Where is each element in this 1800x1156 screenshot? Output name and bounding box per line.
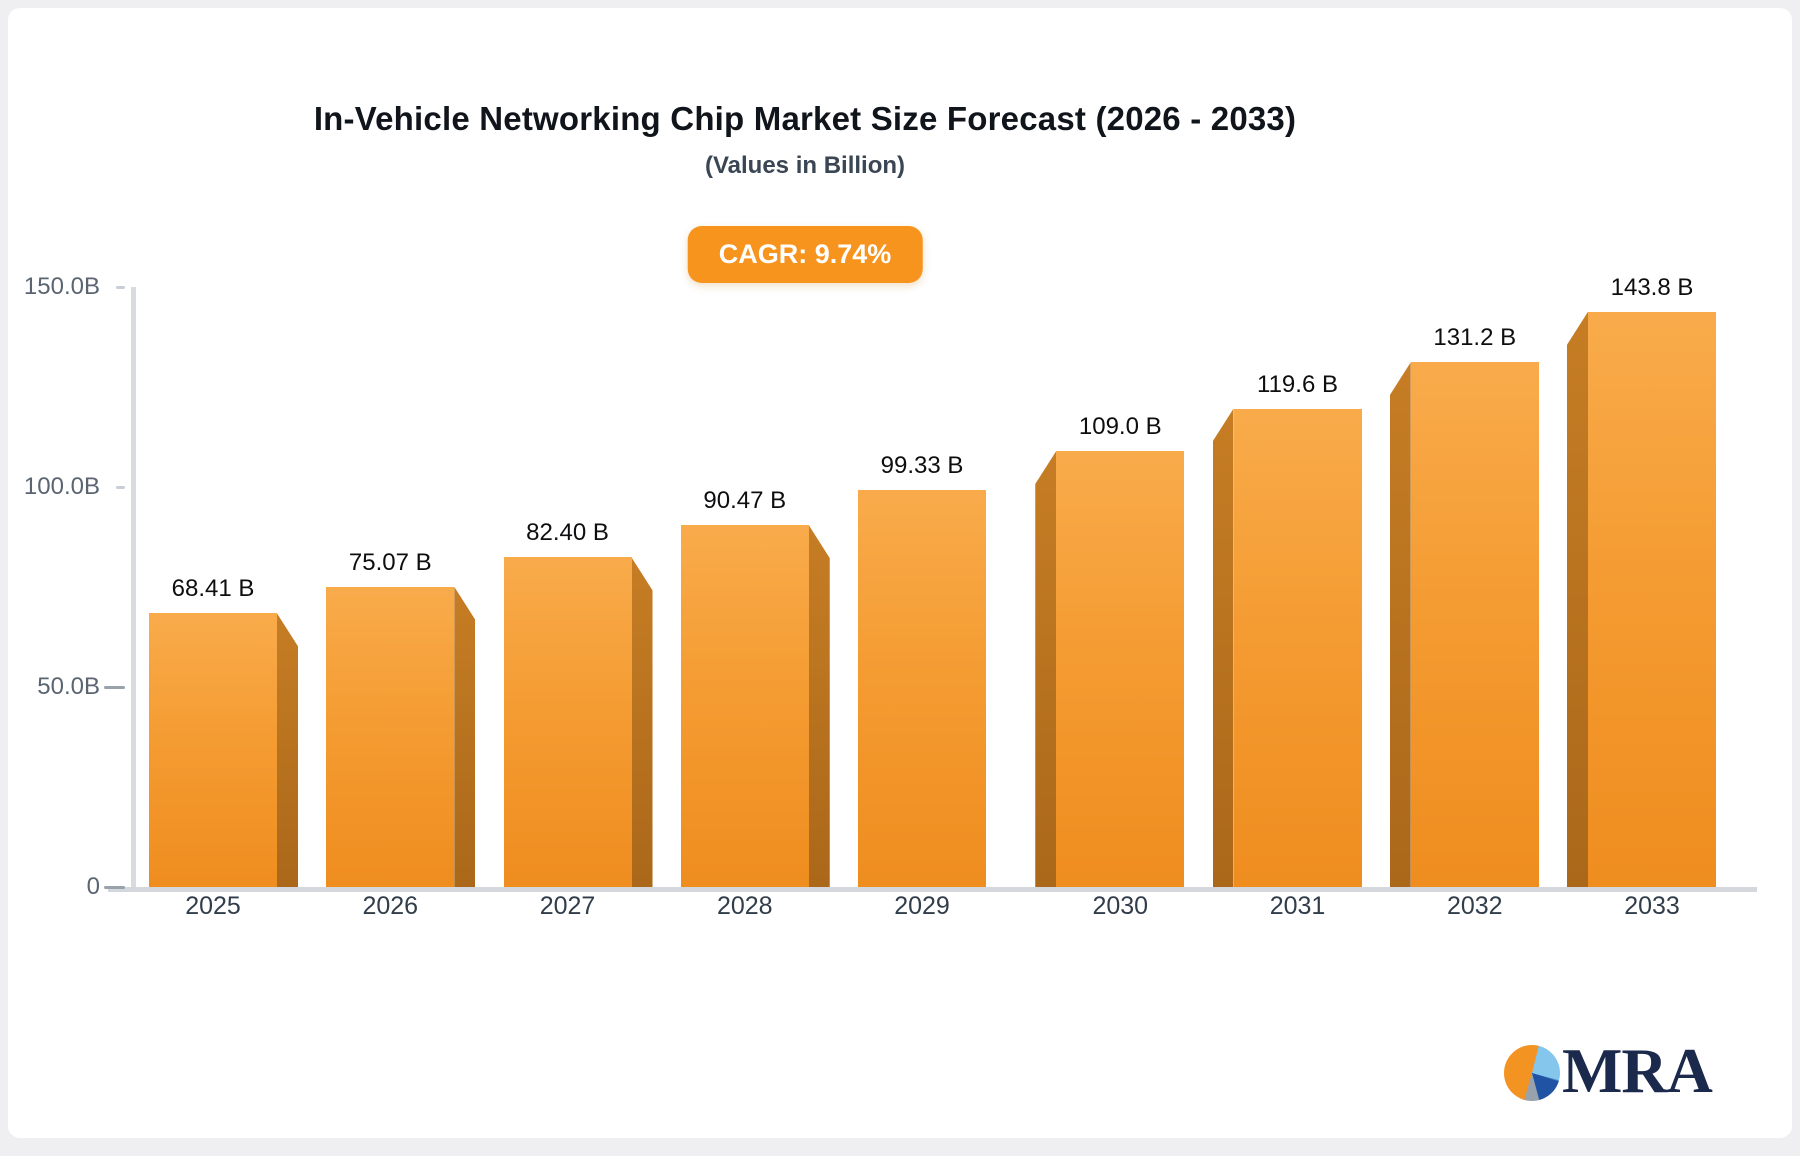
x-axis-category-label: 2033 bbox=[1624, 892, 1680, 920]
y-axis-tick-mark bbox=[104, 686, 125, 689]
bar-value-label: 99.33 B bbox=[880, 451, 964, 479]
y-axis-line bbox=[131, 287, 136, 891]
bar-group-2032: 131.2 B bbox=[1389, 324, 1539, 887]
bar-3d-side bbox=[1212, 408, 1234, 887]
bar-3d-side bbox=[277, 613, 298, 887]
bar bbox=[680, 525, 809, 887]
x-axis-category-label: 2030 bbox=[1092, 892, 1149, 920]
bar bbox=[1588, 311, 1716, 887]
x-axis-category-label: 2027 bbox=[539, 892, 596, 920]
bar bbox=[149, 613, 277, 887]
x-axis-category-label: 2026 bbox=[362, 892, 419, 920]
bar-chart-plot-area: 150.0B 100.0B 50.0B 0 68.41 B 2025 75.07 B 2026… bbox=[8, 8, 1792, 1138]
bar-value-label: 82.40 B bbox=[526, 519, 609, 547]
bar-3d-side bbox=[808, 525, 830, 887]
y-axis-tick-label: 150.0B bbox=[23, 273, 100, 300]
x-axis-category-label: 2031 bbox=[1269, 892, 1326, 920]
y-axis-tick-mark bbox=[116, 486, 125, 489]
x-axis-category-label: 2029 bbox=[894, 892, 950, 920]
bar-3d-side bbox=[631, 557, 653, 887]
bar bbox=[1056, 451, 1185, 887]
x-axis-category-label: 2028 bbox=[716, 892, 773, 920]
bar-group-2026: 75.07 B bbox=[326, 549, 476, 887]
bar-group-2029: 99.33 B bbox=[858, 452, 1007, 887]
bar-group-2030: 109.0 B bbox=[1035, 413, 1185, 887]
x-axis-line bbox=[108, 887, 1757, 892]
cagr-badge: CAGR: 9.74% bbox=[687, 226, 923, 283]
x-axis-category-label: 2032 bbox=[1446, 892, 1503, 920]
bar-3d-side bbox=[1567, 311, 1588, 887]
chart-subtitle: (Values in Billion) bbox=[704, 152, 906, 179]
bar-group-2025: 68.41 B bbox=[149, 575, 298, 887]
chart-card: In-Vehicle Networking Chip Market Size F… bbox=[8, 8, 1792, 1138]
bar-3d-side bbox=[1389, 362, 1411, 887]
bar bbox=[503, 557, 632, 887]
y-axis-tick-label: 50.0B bbox=[37, 673, 100, 700]
bar-group-2033: 143.8 B bbox=[1567, 274, 1716, 887]
logo-text: MRA bbox=[1562, 1035, 1713, 1106]
bar-value-label: 119.6 B bbox=[1257, 370, 1338, 398]
bar-3d-side bbox=[1035, 451, 1057, 887]
bar-value-label: 109.0 B bbox=[1078, 413, 1162, 440]
chart-title: In-Vehicle Networking Chip Market Size F… bbox=[313, 100, 1297, 137]
bar bbox=[858, 489, 986, 887]
bar-value-label: 131.2 B bbox=[1433, 324, 1517, 352]
bar-value-label: 90.47 B bbox=[703, 487, 787, 515]
bar bbox=[1233, 408, 1362, 887]
bar-group-2027: 82.40 B bbox=[503, 519, 653, 887]
bar-value-label: 143.8 B bbox=[1610, 273, 1694, 301]
bar-value-label: 68.41 B bbox=[171, 575, 255, 603]
bar bbox=[1410, 362, 1539, 887]
y-axis-tick-mark bbox=[104, 886, 125, 889]
x-axis-category-label: 2025 bbox=[185, 892, 241, 920]
bar-3d-side bbox=[454, 586, 476, 887]
bar-value-label: 75.07 B bbox=[348, 548, 432, 576]
bar-group-2031: 119.6 B bbox=[1212, 371, 1362, 887]
y-axis-tick-label: 100.0B bbox=[23, 473, 100, 500]
bar bbox=[326, 586, 455, 887]
pie-chart-logo-icon bbox=[1504, 1045, 1560, 1101]
y-axis-tick-mark bbox=[116, 286, 125, 289]
y-axis-tick-label: 0 bbox=[86, 873, 100, 900]
bar-group-2028: 90.47 B bbox=[680, 487, 830, 887]
